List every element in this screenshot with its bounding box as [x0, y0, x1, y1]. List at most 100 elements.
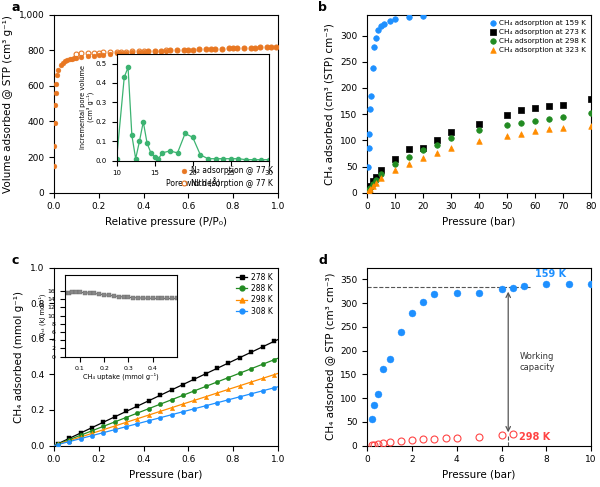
CH₄ adsorption at 298 K: [363, 187, 373, 195]
Text: Working
capacity: Working capacity: [520, 352, 555, 372]
N₂ desorption @ 77 K: [234, 45, 241, 51]
CH₄ adsorption at 159 K: [385, 17, 394, 25]
Y-axis label: CH₄ adsorbed @ STP (cm³ cm⁻³): CH₄ adsorbed @ STP (cm³ cm⁻³): [325, 273, 335, 440]
CH₄ adsorption at 298 K: [558, 113, 568, 121]
CH₄ adsorption at 323 K: [404, 160, 414, 168]
Text: a: a: [11, 1, 20, 14]
CH₄ adsorption at 159 K: [370, 43, 379, 51]
CH₄ adsorption at 273 K: [433, 136, 442, 144]
CH₄ adsorption at 159 K: [365, 130, 374, 137]
CH₄ adsorption at 323 K: [371, 179, 380, 187]
CH₄ adsorption at 159 K: [363, 163, 373, 170]
CH₄ adsorption at 273 K: [363, 187, 373, 194]
N₂ desorption @ 77 K: [229, 45, 236, 51]
N₂ adsorption @ 77 K: [91, 53, 98, 58]
CH₄ adsorption at 273 K: [586, 95, 596, 103]
CH₄ adsorption at 273 K: [516, 106, 526, 114]
CH₄ adsorption at 323 K: [364, 187, 373, 194]
CH₄ adsorption at 273 K: [364, 186, 373, 193]
N₂ desorption @ 77 K: [118, 49, 125, 55]
CH₄ adsorption at 273 K: [446, 129, 456, 136]
N₂ adsorption @ 77 K: [272, 44, 279, 50]
N₂ desorption @ 77 K: [95, 50, 103, 56]
N₂ adsorption @ 77 K: [122, 50, 129, 56]
X-axis label: Pressure (bar): Pressure (bar): [442, 470, 516, 480]
CH₄ adsorption at 323 K: [368, 182, 377, 190]
CH₄ adsorption at 273 K: [558, 101, 568, 109]
N₂ desorption @ 77 K: [247, 45, 254, 51]
N₂ desorption @ 77 K: [167, 47, 174, 53]
N₂ desorption @ 77 K: [212, 46, 219, 52]
N₂ desorption @ 77 K: [136, 48, 143, 54]
CH₄ adsorption at 298 K: [368, 180, 377, 187]
CH₄ adsorption at 323 K: [530, 127, 540, 135]
N₂ desorption @ 77 K: [122, 49, 129, 55]
CH₄ adsorption at 273 K: [404, 145, 414, 153]
CH₄ adsorption at 298 K: [391, 160, 400, 168]
CH₄ adsorption at 159 K: [391, 16, 400, 23]
CH₄ adsorption at 298 K: [475, 126, 484, 134]
CH₄ adsorption at 159 K: [365, 105, 375, 113]
CH₄ adsorption at 323 K: [418, 154, 428, 162]
CH₄ adsorption at 159 K: [404, 13, 414, 21]
N₂ desorption @ 77 K: [100, 50, 107, 56]
CH₄ adsorption at 323 K: [433, 149, 442, 157]
N₂ desorption @ 77 K: [180, 47, 187, 53]
N₂ desorption @ 77 K: [263, 44, 270, 50]
N₂ desorption @ 77 K: [129, 49, 136, 55]
CH₄ adsorption at 298 K: [404, 153, 414, 161]
CH₄ adsorption at 323 K: [391, 166, 400, 174]
N₂ desorption @ 77 K: [196, 46, 203, 52]
CH₄ adsorption at 323 K: [544, 125, 554, 132]
N₂ adsorption @ 77 K: [252, 45, 259, 51]
N₂ desorption @ 77 K: [73, 51, 80, 57]
CH₄ adsorption at 159 K: [374, 26, 383, 34]
Legend: 278 K, 288 K, 298 K, 308 K: 278 K, 288 K, 298 K, 308 K: [233, 270, 275, 319]
CH₄ adsorption at 298 K: [446, 134, 456, 142]
Text: b: b: [318, 1, 327, 14]
N₂ desorption @ 77 K: [207, 46, 214, 52]
N₂ desorption @ 77 K: [218, 46, 226, 52]
N₂ desorption @ 77 K: [145, 48, 152, 54]
CH₄ adsorption at 273 K: [376, 166, 386, 174]
CH₄ adsorption at 298 K: [530, 117, 540, 125]
N₂ desorption @ 77 K: [189, 47, 196, 53]
Y-axis label: Volume adsorbed @ STP (cm³ g⁻¹): Volume adsorbed @ STP (cm³ g⁻¹): [3, 15, 13, 192]
CH₄ adsorption at 298 K: [371, 176, 380, 184]
CH₄ adsorption at 323 K: [558, 124, 568, 131]
N₂ desorption @ 77 K: [84, 50, 91, 56]
CH₄ adsorption at 273 K: [530, 104, 540, 112]
CH₄ adsorption at 323 K: [516, 130, 526, 137]
Y-axis label: CH₄ adsorbed (mmol g⁻¹): CH₄ adsorbed (mmol g⁻¹): [14, 291, 25, 423]
CH₄ adsorption at 298 K: [586, 109, 596, 116]
Line: N₂ desorption @ 77 K: N₂ desorption @ 77 K: [74, 44, 278, 56]
N₂ desorption @ 77 K: [268, 44, 275, 50]
N₂ desorption @ 77 K: [91, 50, 98, 56]
Text: 298 K: 298 K: [520, 432, 551, 442]
N₂ desorption @ 77 K: [151, 48, 158, 54]
N₂ desorption @ 77 K: [173, 47, 181, 53]
N₂ desorption @ 77 K: [77, 51, 85, 56]
X-axis label: Pressure (bar): Pressure (bar): [129, 470, 203, 480]
N₂ desorption @ 77 K: [225, 45, 232, 51]
CH₄ adsorption at 273 K: [391, 155, 400, 163]
CH₄ adsorption at 159 K: [376, 22, 386, 30]
CH₄ adsorption at 298 K: [365, 184, 375, 192]
Line: N₂ adsorption @ 77 K: N₂ adsorption @ 77 K: [52, 44, 278, 169]
CH₄ adsorption at 273 K: [365, 183, 375, 190]
N₂ adsorption @ 77 K: [162, 48, 169, 54]
CH₄ adsorption at 273 K: [544, 102, 554, 110]
Y-axis label: CH₄ adsorbed (cm³ (STP) cm⁻³): CH₄ adsorbed (cm³ (STP) cm⁻³): [325, 23, 335, 185]
Text: c: c: [11, 254, 19, 267]
Text: d: d: [318, 254, 327, 267]
N₂ desorption @ 77 K: [272, 44, 279, 50]
Legend: N₂ adsorption @ 77 K, N₂ desorption @ 77 K: N₂ adsorption @ 77 K, N₂ desorption @ 77…: [176, 163, 276, 191]
CH₄ adsorption at 159 K: [371, 34, 380, 42]
N₂ desorption @ 77 K: [140, 48, 147, 54]
N₂ desorption @ 77 K: [185, 47, 192, 53]
N₂ desorption @ 77 K: [256, 44, 263, 50]
N₂ desorption @ 77 K: [158, 48, 165, 54]
CH₄ adsorption at 159 K: [368, 64, 377, 72]
CH₄ adsorption at 323 K: [502, 132, 512, 140]
X-axis label: Pressure (bar): Pressure (bar): [442, 217, 516, 227]
